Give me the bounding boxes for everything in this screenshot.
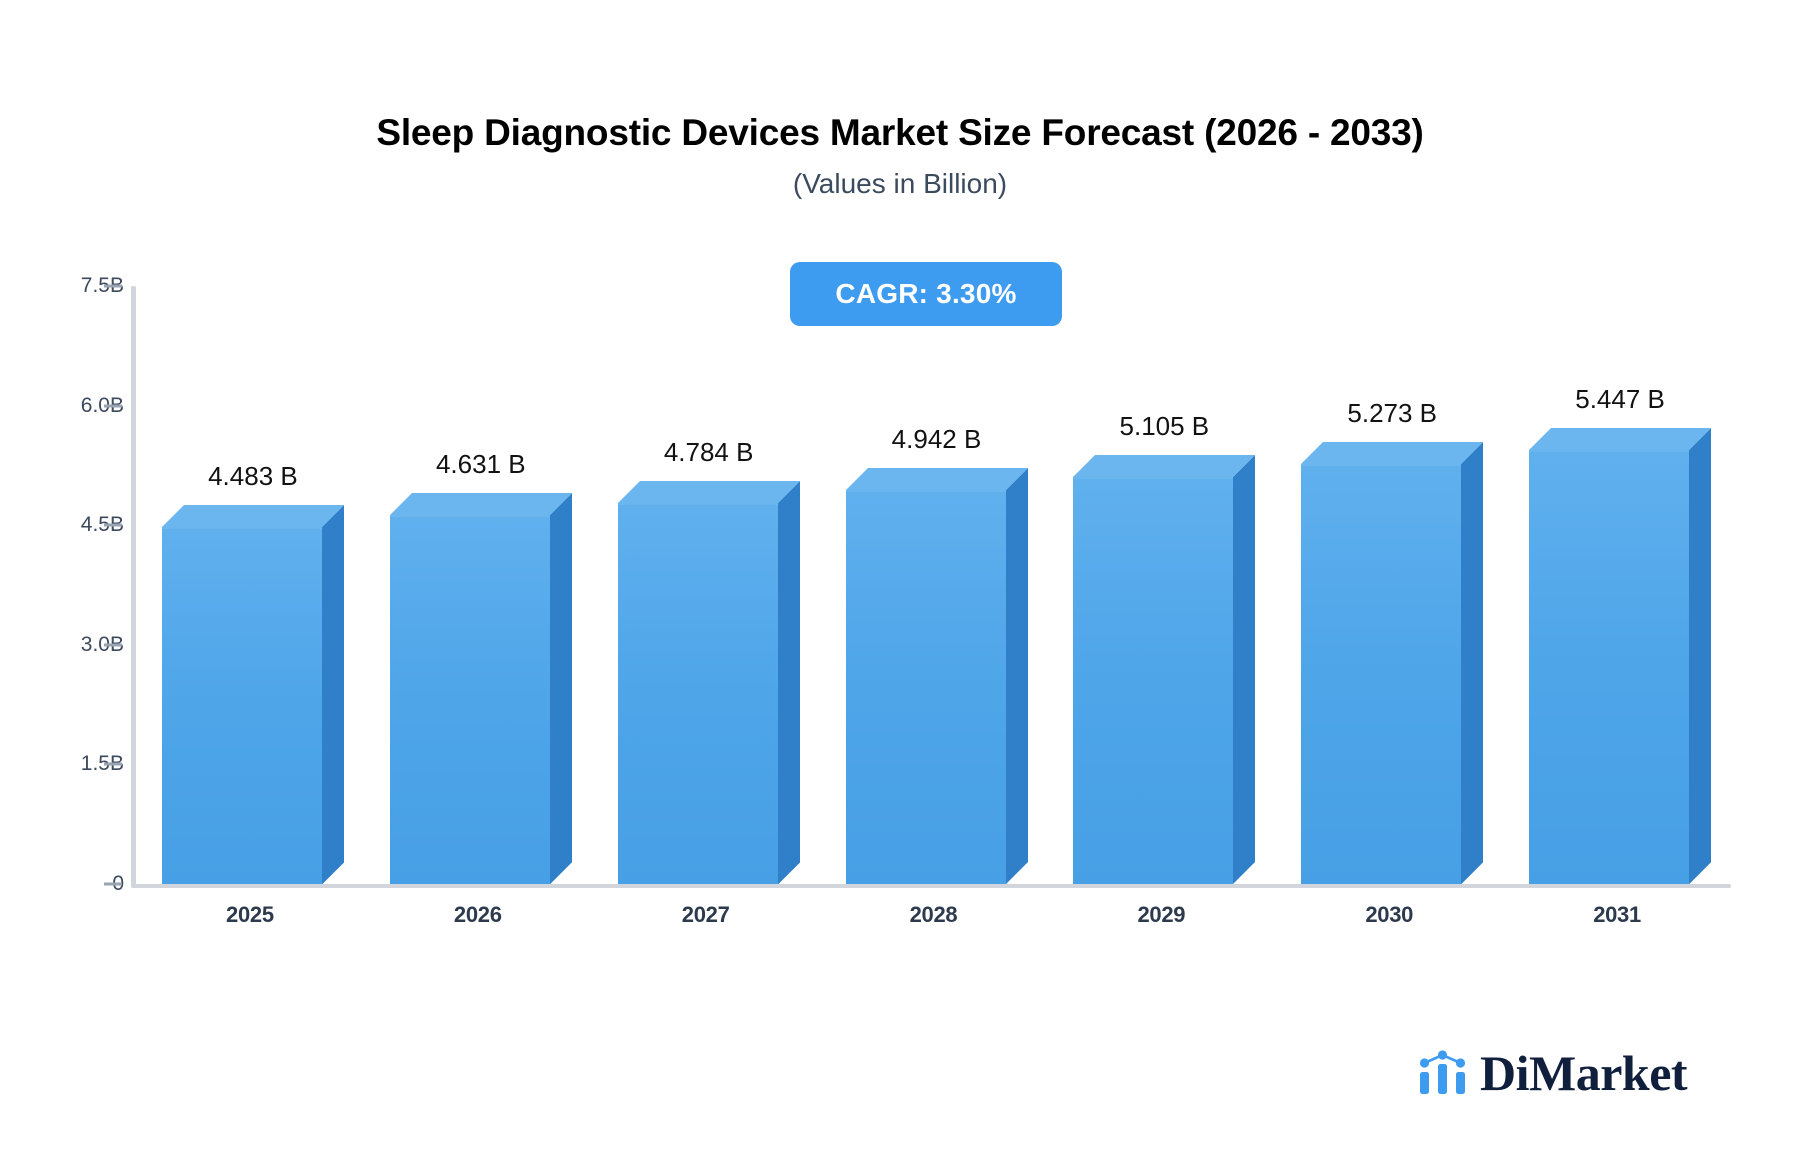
y-axis-tick-label: 3.0B: [80, 632, 124, 656]
bar-3d-side: [845, 467, 1028, 884]
cagr-badge: CAGR: 3.30%: [790, 262, 1062, 326]
bar-value-label: 5.105 B: [1119, 410, 1210, 441]
x-axis-tick-label: 2029: [1137, 902, 1186, 927]
bar-value-label: 5.273 B: [1347, 397, 1438, 428]
bar: [1529, 427, 1712, 884]
y-axis-tick-label: 4.5B: [80, 513, 124, 537]
y-axis-tick-mark: [104, 284, 122, 288]
bar: [161, 504, 344, 884]
bar-front-face: [1073, 476, 1234, 884]
bar-3d-side: [389, 492, 572, 884]
bar-value-label: 4.631 B: [435, 448, 526, 479]
x-axis-tick-label: 2027: [681, 902, 730, 927]
y-axis-tick-label: 1.5B: [80, 752, 124, 776]
bar-3d-side: [1301, 441, 1484, 884]
y-axis-line: [131, 286, 136, 886]
chart-title: Sleep Diagnostic Devices Market Size For…: [376, 112, 1424, 153]
y-axis-tick-mark: [104, 643, 122, 647]
x-axis-line: [131, 884, 1731, 888]
y-axis-tick-mark: [104, 523, 122, 527]
bar-front-face: [617, 502, 778, 884]
x-axis-tick-label: 2030: [1365, 902, 1414, 927]
x-axis-tick-label: 2031: [1593, 902, 1641, 927]
bar: [617, 480, 800, 884]
x-axis-tick-label: 2025: [226, 902, 274, 927]
y-axis-tick-label: 7.5B: [80, 274, 124, 297]
dimarket-logo: DiMarket: [1418, 1045, 1688, 1101]
bar: [1301, 441, 1484, 884]
x-axis-tick-label: 2028: [909, 902, 958, 927]
bar-3d-side: [1529, 427, 1712, 884]
bar-front-face: [1529, 449, 1690, 884]
bar: [845, 467, 1028, 884]
x-axis-tick-label: 2026: [453, 902, 502, 927]
cagr-badge-label: CAGR: 3.30%: [835, 278, 1017, 309]
bar-front-face: [845, 489, 1006, 884]
bar-value-label: 4.784 B: [663, 436, 754, 467]
bar-value-label: 4.942 B: [891, 423, 982, 454]
bar: [389, 492, 572, 884]
bar-value-label: 4.483 B: [208, 460, 298, 491]
y-axis-tick-label: 6.0B: [80, 393, 124, 417]
bar: [1073, 454, 1256, 884]
chart-subtitle: (Values in Billion): [792, 168, 1008, 199]
bar-front-face: [389, 514, 550, 884]
y-axis-tick-mark: [104, 882, 122, 886]
bar-front-face: [1301, 463, 1462, 884]
bar-value-label: 5.447 B: [1575, 383, 1665, 414]
bar-3d-side: [161, 504, 344, 884]
logo-text: DiMarket: [1480, 1045, 1688, 1101]
bar-3d-side: [1073, 454, 1256, 884]
y-axis-tick-mark: [104, 404, 122, 408]
bar-front-face: [161, 526, 322, 884]
y-axis-tick-mark: [104, 762, 122, 766]
bar-chart-logo-icon: [1419, 1050, 1466, 1094]
bar-3d-side: [617, 480, 800, 884]
